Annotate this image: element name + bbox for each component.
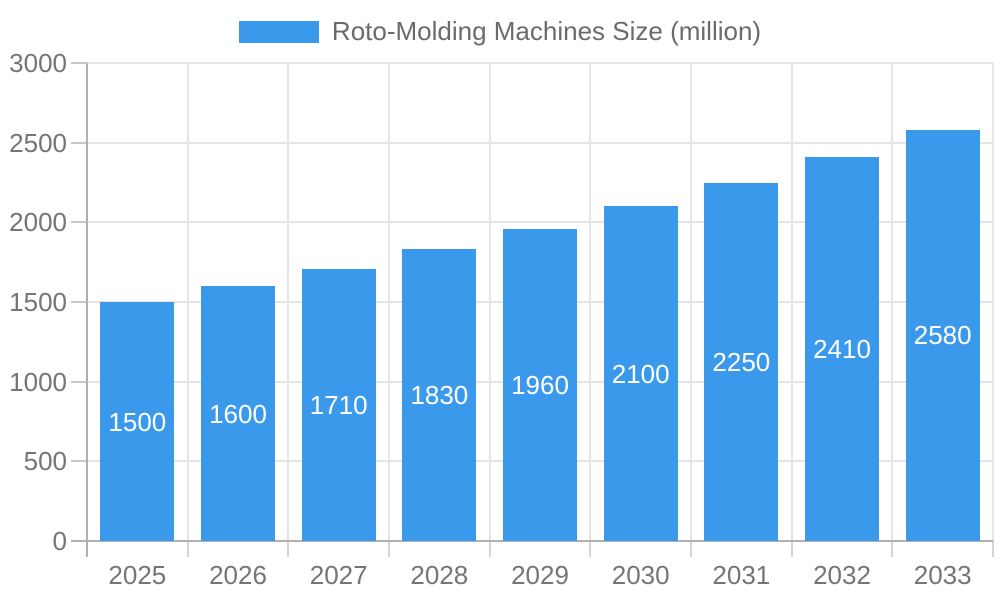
y-tick-mark (71, 221, 87, 224)
x-axis-label: 2029 (511, 560, 569, 590)
x-tick-mark (488, 541, 491, 557)
y-axis-label: 3000 (9, 48, 67, 78)
x-axis-line (71, 540, 993, 542)
y-gridline (87, 62, 993, 64)
x-tick-mark (790, 541, 793, 557)
bar-2025[interactable] (100, 302, 175, 541)
x-tick-mark (690, 541, 692, 557)
x-axis-label: 2028 (410, 560, 469, 590)
y-axis-label: 0 (52, 526, 67, 556)
x-tick-mark (992, 541, 994, 557)
x-gridline (488, 63, 491, 541)
bar-value-label: 1960 (511, 369, 569, 400)
legend: Roto-Molding Machines Size (million) (0, 16, 1000, 47)
bar-value-label: 1600 (209, 398, 267, 429)
legend-label: Roto-Molding Machines Size (million) (331, 16, 762, 46)
y-tick-mark (71, 460, 87, 463)
x-tick-mark (388, 541, 390, 557)
x-gridline (891, 63, 894, 541)
x-axis-label: 2033 (913, 560, 972, 590)
x-gridline (690, 63, 692, 541)
y-gridline (87, 221, 993, 224)
x-gridline (992, 63, 994, 541)
x-axis-label: 2026 (209, 560, 267, 590)
x-axis-label: 2027 (309, 560, 368, 590)
x-gridline (589, 63, 592, 541)
x-axis-label: 2031 (712, 560, 771, 590)
x-axis-label: 2032 (813, 560, 871, 590)
x-gridline (287, 63, 290, 541)
bar-2029[interactable] (503, 228, 577, 541)
x-gridline (388, 63, 390, 541)
x-gridline (186, 63, 189, 541)
y-tick-mark (71, 141, 87, 144)
bar-value-label: 2250 (712, 346, 771, 377)
bar-value-label: 2100 (611, 358, 670, 389)
bar-value-label: 2580 (913, 320, 972, 351)
bar-value-label: 1710 (309, 389, 368, 420)
x-gridline (790, 63, 793, 541)
legend-swatch (238, 20, 319, 43)
bar-2033[interactable] (905, 129, 980, 541)
legend-item[interactable]: Roto-Molding Machines Size (million) (238, 16, 762, 47)
bar-2028[interactable] (402, 249, 477, 541)
bar-2031[interactable] (704, 182, 779, 541)
y-axis-label: 2500 (9, 127, 67, 158)
x-tick-mark (589, 541, 592, 557)
bar-2026[interactable] (201, 286, 275, 541)
x-tick-mark (186, 541, 189, 557)
y-axis-label: 1000 (9, 366, 67, 397)
y-axis-label: 2000 (9, 207, 67, 238)
x-tick-mark (287, 541, 290, 557)
y-tick-mark (71, 380, 87, 383)
bar-2027[interactable] (301, 268, 376, 541)
x-axis-label: 2025 (108, 560, 167, 590)
bar-value-label: 1500 (108, 406, 167, 437)
bar-value-label: 2410 (813, 334, 871, 364)
x-axis-label: 2030 (611, 560, 670, 590)
bar-2032[interactable] (805, 157, 879, 541)
y-gridline (87, 141, 993, 144)
y-tick-mark (71, 62, 87, 64)
x-tick-mark (891, 541, 894, 557)
y-tick-mark (71, 301, 87, 303)
y-axis-label: 1500 (9, 287, 67, 317)
bar-value-label: 1830 (410, 380, 469, 411)
y-axis-line (86, 63, 88, 557)
y-axis-label: 500 (23, 446, 67, 477)
bar-2030[interactable] (603, 206, 678, 541)
